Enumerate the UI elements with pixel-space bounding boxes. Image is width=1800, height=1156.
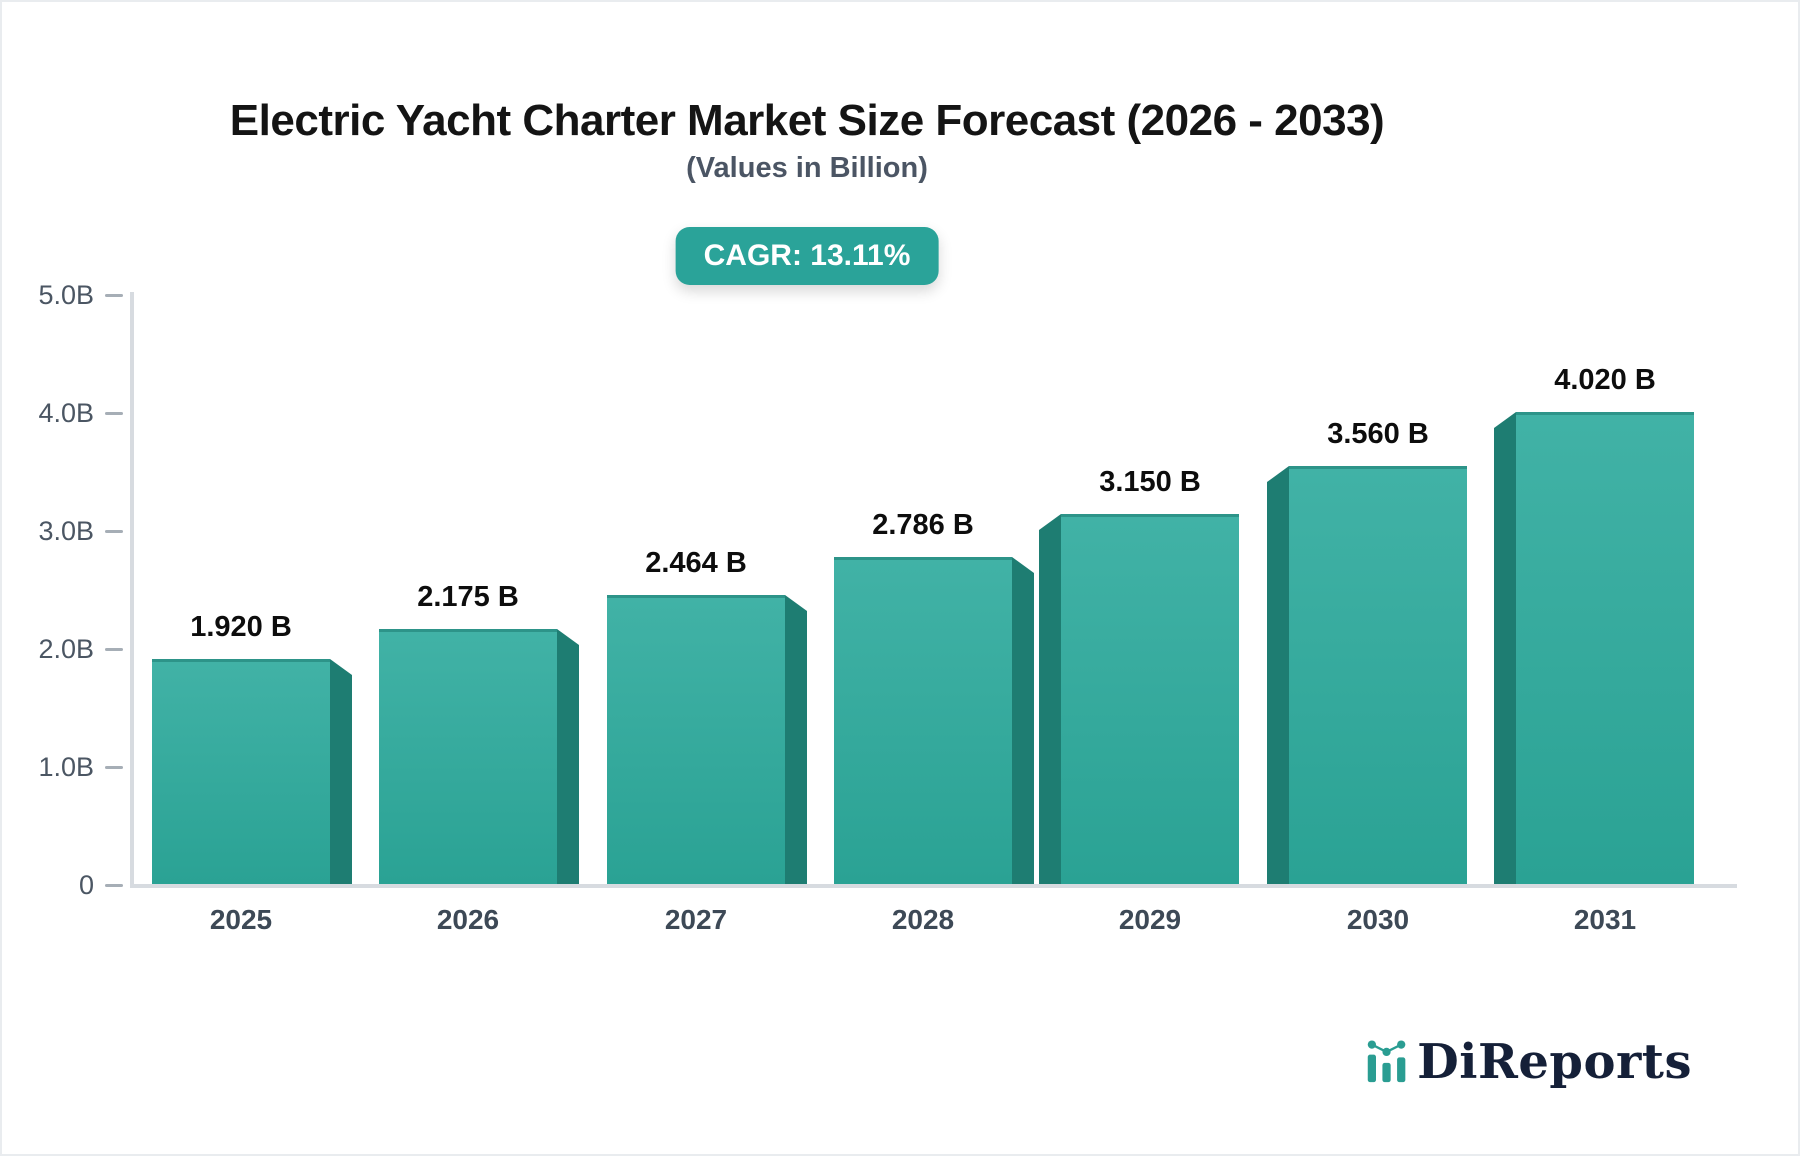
brand-logo: DiReports	[1365, 1034, 1692, 1090]
brand-logo-text: DiReports	[1417, 1034, 1692, 1090]
y-axis-tick-label: 5.0B	[38, 280, 94, 310]
bar	[834, 557, 1012, 886]
y-axis-tick	[105, 530, 123, 533]
bar-side-face	[785, 595, 807, 886]
y-axis-tick-label: 3.0B	[38, 516, 94, 546]
bar	[1061, 514, 1239, 886]
bar-side-face	[1012, 557, 1034, 886]
bar	[152, 659, 330, 886]
bar-side-face	[557, 629, 579, 886]
x-axis-label: 2029	[1118, 904, 1182, 935]
bar-side-face	[1039, 514, 1061, 886]
x-axis-label: 2025	[209, 904, 273, 935]
bar-value-label: 2.464 B	[645, 547, 747, 579]
y-axis-tick-label: 4.0B	[38, 398, 94, 428]
bar-side-face	[330, 659, 352, 886]
bar-side-face	[1267, 466, 1289, 886]
bar	[607, 595, 785, 886]
bar-value-label: 4.020 B	[1554, 364, 1656, 396]
y-axis-tick	[105, 412, 123, 415]
y-axis-tick	[105, 294, 123, 297]
y-axis-tick-label: 1.0B	[38, 752, 94, 782]
bar-value-label: 2.175 B	[417, 581, 519, 613]
bar-value-label: 3.150 B	[1099, 466, 1201, 498]
bar-value-label: 1.920 B	[190, 611, 292, 643]
bar-side-face	[1494, 412, 1516, 886]
y-axis-line	[130, 292, 134, 887]
y-axis-tick-label: 2.0B	[38, 634, 94, 664]
bar	[1289, 466, 1467, 886]
bar-line-chart-icon	[1367, 1040, 1406, 1083]
bar-value-label: 2.786 B	[872, 509, 974, 541]
y-axis-tick-label: 0	[78, 870, 94, 900]
chart-title: Electric Yacht Charter Market Size Forec…	[229, 96, 1385, 145]
x-axis-label: 2028	[891, 904, 955, 935]
bar-value-label: 3.560 B	[1327, 418, 1429, 450]
x-axis-label: 2026	[436, 904, 500, 935]
x-axis-label: 2027	[664, 904, 728, 935]
y-axis-tick	[105, 648, 123, 651]
x-axis-label: 2031	[1573, 904, 1637, 935]
bar	[379, 629, 557, 886]
x-axis-baseline	[130, 884, 1737, 888]
y-axis-tick	[105, 766, 123, 769]
y-axis-tick	[105, 884, 123, 887]
x-axis-label: 2030	[1346, 904, 1410, 935]
cagr-badge: CAGR: 13.11%	[675, 227, 939, 285]
bar	[1516, 412, 1694, 886]
chart-subtitle: (Values in Billion)	[686, 152, 928, 184]
